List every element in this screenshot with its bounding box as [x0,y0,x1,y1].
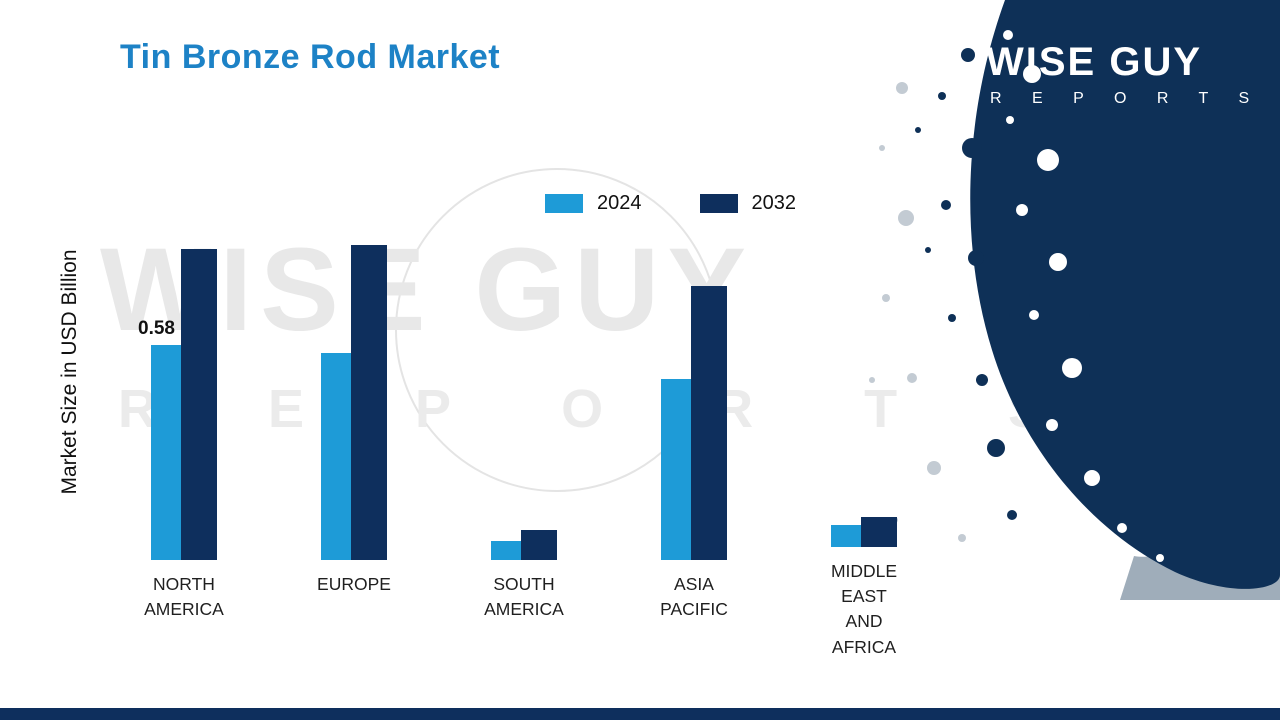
chart-group-asia-pacific: ASIA PACIFIC [609,190,779,660]
bar-2032-asia-pacific [691,286,727,560]
bar-2024-north-america: 0.58 [138,318,181,560]
legend-label-2032: 2032 [751,192,797,214]
category-label-europe: EUROPE [317,574,391,594]
category-label-middle-east-and-africa: MIDDLE EAST AND AFRICA [830,560,898,657]
logo-sub-text: R E P O R T S [990,90,1263,107]
logo-brand-text: WISE GUY [986,40,1203,84]
chart-group-middle-east-and-africa: MIDDLE EAST AND AFRICA [779,190,949,660]
legend-item-2032: 2032 [699,192,797,215]
page-title: Tin Bronze Rod Market [120,38,501,76]
bar-2032-middle-east-and-africa [861,516,897,547]
bars-middle-east-and-africa [831,190,897,547]
chart-group-north-america: 0.58 NORTH AMERICA [99,190,269,660]
bar-2024-asia-pacific [661,379,691,560]
category-label-south-america: SOUTH AMERICA [484,574,564,620]
legend-swatch-2024 [545,194,583,213]
bar-2024-europe [321,353,351,560]
bars-europe [321,190,387,560]
legend-swatch-2032 [699,194,738,213]
bars-north-america: 0.58 [138,190,217,560]
legend-item-2024: 2024 [545,192,642,215]
bar-2024-middle-east-and-africa [831,524,861,547]
chart-group-europe: EUROPE [269,190,439,660]
bars-south-america [491,190,557,560]
wiseguy-logo: WISE GUY R E P O R T S [986,40,1262,108]
y-axis-label: Market Size in USD Billion [58,249,81,495]
chart-legend: 2024 2032 [545,192,796,215]
bar-2032-north-america [181,249,217,560]
footer-bar [0,708,1280,720]
bar-value-label: 0.58 [138,318,175,339]
bar-2024-south-america [491,541,521,560]
bar-2032-south-america [521,530,557,560]
bar-chart: 0.58 NORTH AMERICA EUROPE SOUTH AMERICA ASIA… [99,190,949,660]
chart-group-south-america: SOUTH AMERICA [439,190,609,660]
bars-asia-pacific [661,190,727,560]
bar-2032-europe [351,245,387,560]
category-label-north-america: NORTH AMERICA [144,574,224,620]
watermark-sub: R E P O R T S [118,379,1093,439]
legend-label-2024: 2024 [597,192,642,214]
category-label-asia-pacific: ASIA PACIFIC [660,574,728,620]
